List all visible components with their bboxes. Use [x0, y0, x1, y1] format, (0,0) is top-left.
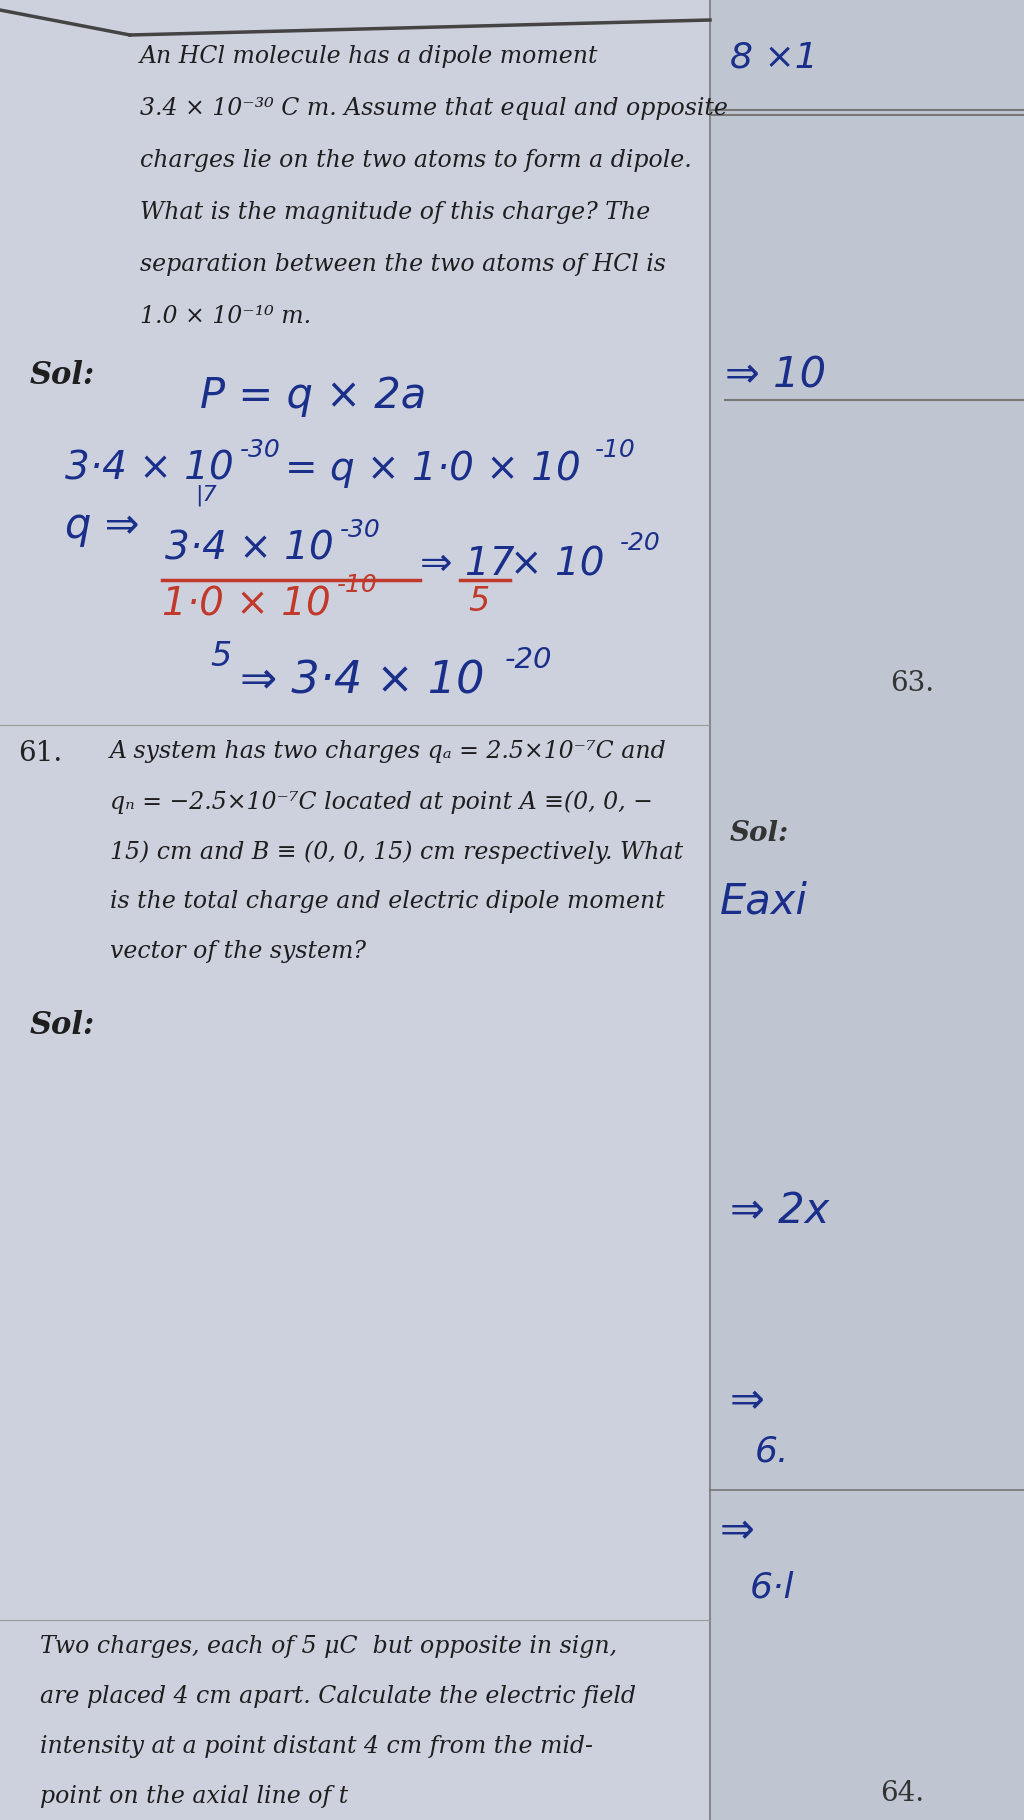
Text: 5: 5 — [468, 584, 489, 619]
Text: is the total charge and electric dipole moment: is the total charge and electric dipole … — [110, 890, 665, 914]
Text: |7: |7 — [195, 484, 217, 506]
Text: -10: -10 — [595, 439, 636, 462]
Text: A system has two charges qₐ = 2.5×10⁻⁷C and: A system has two charges qₐ = 2.5×10⁻⁷C … — [110, 741, 667, 763]
Text: -30: -30 — [340, 519, 381, 542]
Text: ⇒: ⇒ — [720, 1511, 755, 1552]
Text: 64.: 64. — [880, 1780, 924, 1807]
Text: are placed 4 cm apart. Calculate the electric field: are placed 4 cm apart. Calculate the ele… — [40, 1685, 636, 1707]
Text: 63.: 63. — [890, 670, 934, 697]
Text: Sol:: Sol: — [730, 821, 790, 846]
Text: q ⇒: q ⇒ — [65, 504, 139, 548]
Text: -20: -20 — [620, 531, 660, 555]
Bar — [0, 0, 710, 1820]
Text: 6.: 6. — [755, 1434, 790, 1469]
Text: 1·0 × 10: 1·0 × 10 — [162, 584, 331, 622]
Text: 3.4 × 10⁻³⁰ C m. Assume that equal and opposite: 3.4 × 10⁻³⁰ C m. Assume that equal and o… — [140, 96, 728, 120]
Text: vector of the system?: vector of the system? — [110, 939, 366, 963]
Text: = q × 1·0 × 10: = q × 1·0 × 10 — [285, 450, 581, 488]
Text: Eaxi: Eaxi — [720, 881, 808, 923]
Text: What is the magnitude of this charge? The: What is the magnitude of this charge? Th… — [140, 200, 650, 224]
Text: Two charges, each of 5 μC  but opposite in sign,: Two charges, each of 5 μC but opposite i… — [40, 1634, 617, 1658]
Text: 61.: 61. — [18, 741, 62, 766]
Text: separation between the two atoms of HCl is: separation between the two atoms of HCl … — [140, 253, 666, 277]
Text: ⇒ 10: ⇒ 10 — [725, 355, 826, 397]
Text: 3·4 × 10: 3·4 × 10 — [65, 450, 233, 488]
Text: 3·4 × 10: 3·4 × 10 — [165, 530, 334, 568]
Text: -10: -10 — [337, 573, 378, 597]
Text: -20: -20 — [505, 646, 553, 673]
Text: 6·l: 6·l — [750, 1571, 795, 1603]
Text: point on the axial line of t: point on the axial line of t — [40, 1785, 348, 1807]
Text: ⇒: ⇒ — [730, 1380, 765, 1421]
Text: ⇒ 2x: ⇒ 2x — [730, 1190, 829, 1232]
Text: Sol:: Sol: — [30, 1010, 95, 1041]
Text: 5: 5 — [210, 641, 231, 673]
Text: ⇒ 17: ⇒ 17 — [420, 544, 514, 582]
Text: 1.0 × 10⁻¹⁰ m.: 1.0 × 10⁻¹⁰ m. — [140, 306, 311, 328]
Text: P = q × 2a: P = q × 2a — [200, 375, 426, 417]
Text: 15) cm and B ≡ (0, 0, 15) cm respectively. What: 15) cm and B ≡ (0, 0, 15) cm respectivel… — [110, 841, 683, 863]
Text: 8 ×1: 8 ×1 — [730, 40, 818, 75]
Text: An HCl molecule has a dipole moment: An HCl molecule has a dipole moment — [140, 46, 598, 67]
Text: -30: -30 — [240, 439, 281, 462]
Text: Sol:: Sol: — [30, 360, 95, 391]
Text: × 10: × 10 — [510, 544, 604, 582]
Text: intensity at a point distant 4 cm from the mid-: intensity at a point distant 4 cm from t… — [40, 1734, 593, 1758]
Text: charges lie on the two atoms to form a dipole.: charges lie on the two atoms to form a d… — [140, 149, 692, 173]
Text: ⇒ 3·4 × 10: ⇒ 3·4 × 10 — [240, 661, 484, 703]
Bar — [710, 0, 1024, 1820]
Text: qₙ = −2.5×10⁻⁷C located at point A ≡(0, 0, −: qₙ = −2.5×10⁻⁷C located at point A ≡(0, … — [110, 790, 653, 814]
